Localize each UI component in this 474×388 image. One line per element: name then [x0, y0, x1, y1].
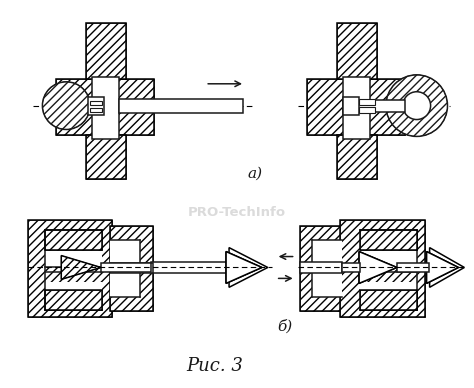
Circle shape	[42, 82, 90, 130]
Polygon shape	[359, 251, 397, 283]
Polygon shape	[229, 248, 268, 288]
Bar	[343, 97, 359, 114]
Bar	[46, 230, 102, 249]
Bar	[86, 135, 126, 179]
Bar	[101, 263, 151, 272]
Text: PRO-TechInfo: PRO-TechInfo	[188, 206, 286, 219]
Bar	[308, 79, 405, 135]
Polygon shape	[226, 251, 262, 283]
Bar	[119, 99, 243, 113]
Bar	[360, 290, 417, 310]
Bar	[308, 79, 405, 135]
Bar	[340, 220, 425, 317]
Bar	[300, 226, 342, 311]
Bar	[90, 100, 102, 105]
Circle shape	[386, 75, 447, 137]
Bar	[343, 77, 370, 139]
Bar	[312, 240, 342, 297]
Bar	[360, 230, 417, 267]
Bar	[397, 263, 428, 272]
Bar	[360, 282, 417, 310]
Polygon shape	[226, 251, 262, 283]
Bar	[88, 97, 104, 114]
Circle shape	[403, 92, 430, 120]
Bar	[46, 290, 102, 310]
Bar	[337, 23, 377, 79]
Polygon shape	[427, 251, 458, 283]
Bar	[46, 282, 102, 310]
Text: б): б)	[278, 320, 293, 334]
Bar	[359, 99, 375, 105]
Bar	[110, 226, 153, 311]
Bar	[46, 290, 102, 310]
Bar	[340, 220, 425, 317]
Bar	[337, 23, 377, 79]
Bar	[110, 240, 140, 297]
Bar	[360, 230, 417, 249]
Bar	[46, 230, 102, 267]
Bar	[86, 135, 126, 179]
Bar	[151, 262, 228, 274]
Bar	[342, 263, 360, 272]
Bar	[343, 100, 405, 112]
Bar	[92, 77, 119, 139]
Bar	[86, 23, 126, 79]
Bar	[110, 226, 153, 311]
Bar	[300, 226, 342, 311]
Text: а): а)	[248, 167, 263, 181]
Bar	[300, 262, 342, 274]
Bar	[360, 230, 417, 249]
Text: Рис. 3: Рис. 3	[187, 357, 244, 375]
Bar	[27, 220, 112, 317]
Bar	[110, 263, 153, 274]
Bar	[337, 135, 377, 179]
Bar	[359, 107, 375, 113]
Bar	[337, 135, 377, 179]
Polygon shape	[429, 248, 465, 288]
Polygon shape	[359, 251, 397, 283]
Bar	[46, 230, 102, 249]
Bar	[360, 290, 417, 310]
Bar	[56, 79, 154, 135]
Bar	[56, 79, 154, 135]
Bar	[27, 220, 112, 317]
Polygon shape	[427, 251, 458, 283]
Bar	[90, 107, 102, 112]
Polygon shape	[61, 256, 101, 279]
Bar	[86, 23, 126, 79]
